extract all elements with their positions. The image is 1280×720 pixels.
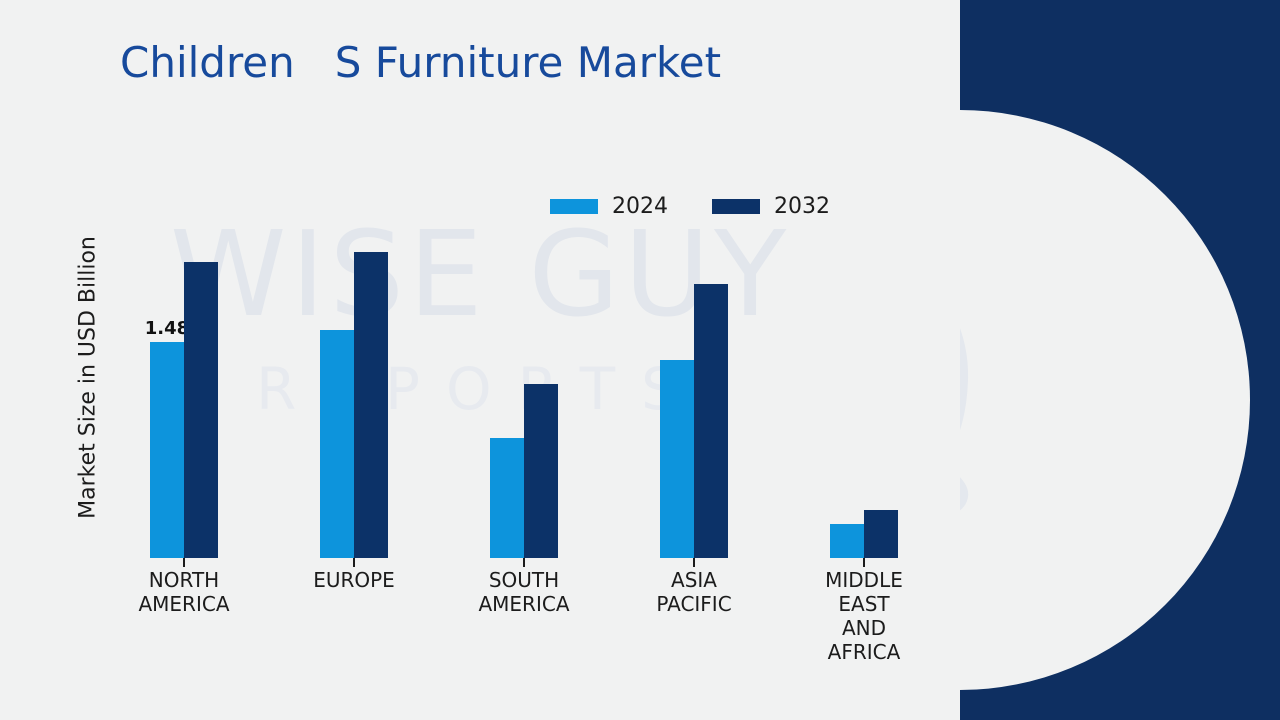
bar-value-label: 1.48 <box>144 318 190 339</box>
bar-plot: 1.48 NORTH AMERICA EUROPE SOUTH AMERICA ASIA… <box>138 252 903 664</box>
legend-label-2032: 2032 <box>774 193 830 219</box>
brand-panel: WISE GUY R E P O R T S <box>960 0 1280 720</box>
x-axis-category-label: MIDDLE EAST AND AFRICA <box>825 568 903 664</box>
legend-swatch-2024 <box>550 198 598 214</box>
bar-2032-north-america[interactable] <box>184 262 218 558</box>
legend-swatch-2032 <box>712 198 760 214</box>
x-axis-category-label: EUROPE <box>313 568 395 592</box>
legend-item-2024[interactable]: 2024 <box>550 193 668 219</box>
bar-2032-south-america[interactable] <box>524 384 558 558</box>
bar-2032-middle-east-and-africa[interactable] <box>864 510 898 558</box>
bar-2024-north-america[interactable] <box>150 342 184 558</box>
dotted-brain-motif-icon <box>960 328 969 511</box>
x-axis-category-label: SOUTH AMERICA <box>478 568 570 616</box>
bar-2032-europe[interactable] <box>354 252 388 558</box>
bar-2032-asia-pacific[interactable] <box>694 284 728 558</box>
legend-item-2032[interactable]: 2032 <box>712 193 830 219</box>
bar-2024-europe[interactable] <box>320 330 354 558</box>
x-axis-tick <box>353 558 355 567</box>
bar-2024-middle-east-and-africa[interactable] <box>830 524 864 558</box>
bar-2024-south-america[interactable] <box>490 438 524 558</box>
x-axis-tick <box>693 558 695 567</box>
x-axis-tick <box>523 558 525 567</box>
x-axis-tick <box>183 558 185 567</box>
bar-2024-asia-pacific[interactable] <box>660 360 694 558</box>
page-title: Children S Furniture Market <box>120 38 722 87</box>
x-axis-category-label: NORTH AMERICA <box>138 568 230 616</box>
chart-area: WISE GUY REPORTS Children S Furniture Ma… <box>76 38 903 664</box>
x-axis-tick <box>863 558 865 567</box>
x-axis-category-label: ASIA PACIFIC <box>656 568 732 616</box>
legend-label-2024: 2024 <box>612 193 668 219</box>
